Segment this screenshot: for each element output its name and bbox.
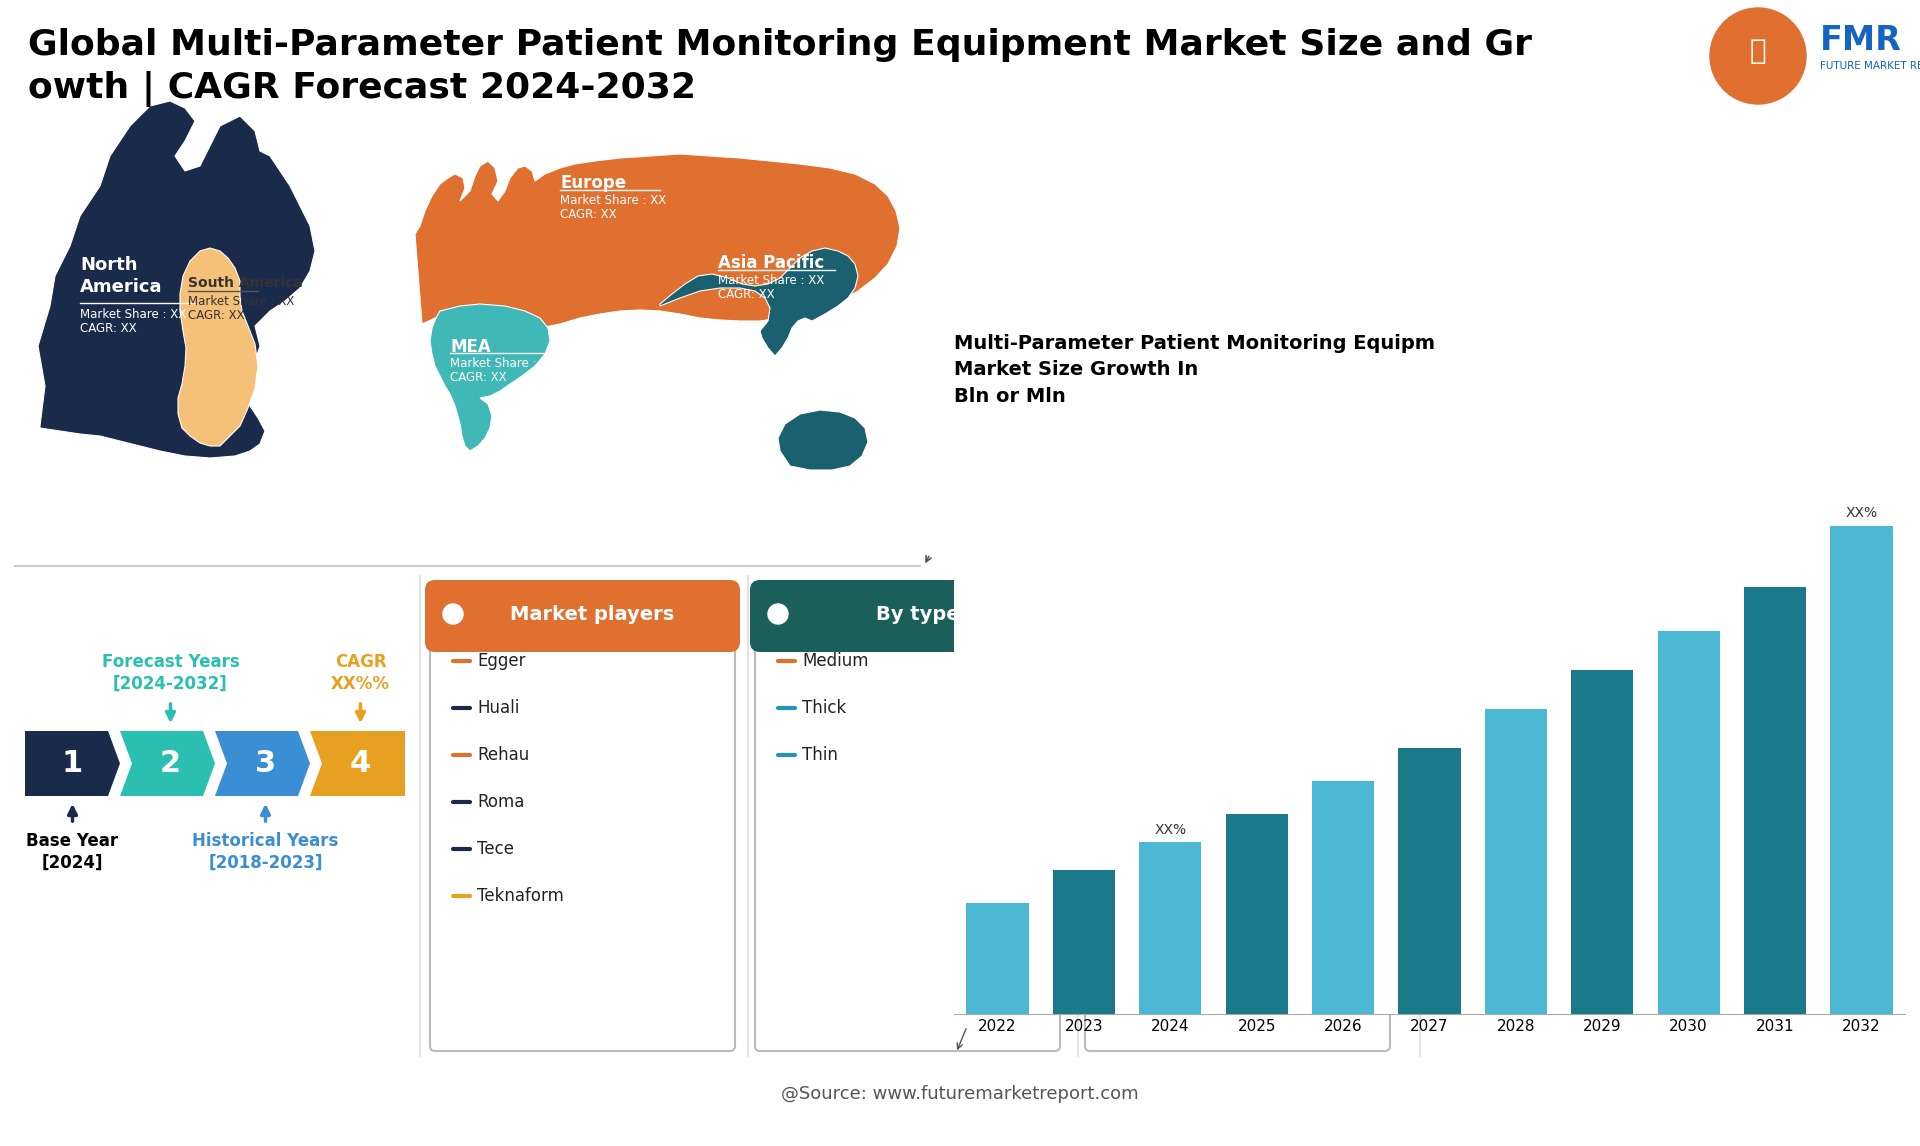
Text: Teknaform: Teknaform: [476, 887, 564, 905]
Text: 🔭: 🔭: [1749, 37, 1766, 65]
Text: FUTURE MARKET REPORT: FUTURE MARKET REPORT: [1820, 61, 1920, 71]
Text: Market players: Market players: [511, 604, 674, 623]
Text: Base Year
[2024]: Base Year [2024]: [27, 832, 119, 872]
FancyBboxPatch shape: [751, 580, 1066, 652]
FancyBboxPatch shape: [430, 631, 735, 1051]
Text: Europe: Europe: [561, 174, 626, 193]
Text: 1: 1: [61, 749, 83, 778]
Bar: [1052, 870, 1116, 1014]
Circle shape: [1098, 604, 1117, 625]
Text: @Source: www.futuremarketreport.com: @Source: www.futuremarketreport.com: [781, 1085, 1139, 1102]
Bar: [1484, 709, 1548, 1014]
Polygon shape: [415, 154, 900, 328]
Text: XX%: XX%: [1154, 823, 1187, 837]
Text: Roma: Roma: [476, 793, 524, 811]
Polygon shape: [309, 731, 405, 796]
Text: 4: 4: [349, 749, 371, 778]
Text: Thick: Thick: [803, 699, 847, 717]
Circle shape: [444, 604, 463, 625]
Polygon shape: [179, 248, 257, 446]
Text: Other: Other: [1133, 746, 1179, 764]
Text: CAGR
XX%%: CAGR XX%%: [330, 653, 390, 693]
Text: Historical Years
[2018-2023]: Historical Years [2018-2023]: [192, 832, 338, 872]
Text: Office: Office: [1133, 699, 1181, 717]
Text: CAGR: XX: CAGR: XX: [449, 371, 507, 384]
Text: Huali: Huali: [476, 699, 520, 717]
Text: Market Share : XX: Market Share : XX: [449, 358, 557, 370]
Text: 2: 2: [159, 749, 180, 778]
Bar: [1571, 670, 1634, 1014]
Text: By application: By application: [1169, 604, 1325, 623]
Circle shape: [768, 604, 787, 625]
Text: CAGR: XX: CAGR: XX: [81, 322, 136, 335]
Text: Market Share : XX: Market Share : XX: [81, 308, 186, 321]
Text: Rehau: Rehau: [476, 746, 530, 764]
Polygon shape: [25, 731, 119, 796]
Bar: [966, 903, 1029, 1014]
Bar: [1830, 526, 1893, 1014]
Text: North
America: North America: [81, 256, 163, 296]
Text: Asia Pacific: Asia Pacific: [718, 254, 824, 272]
Polygon shape: [215, 731, 309, 796]
Polygon shape: [778, 410, 868, 470]
Text: Thin: Thin: [803, 746, 837, 764]
Text: Home: Home: [1133, 652, 1181, 670]
Text: South America: South America: [188, 276, 303, 290]
FancyBboxPatch shape: [1079, 580, 1396, 652]
Text: CAGR: XX: CAGR: XX: [561, 209, 616, 221]
Bar: [1657, 631, 1720, 1014]
Circle shape: [1711, 8, 1807, 104]
Bar: [1225, 815, 1288, 1014]
Text: CAGR: XX: CAGR: XX: [718, 288, 774, 301]
Text: FMR: FMR: [1820, 24, 1903, 57]
Text: XX%: XX%: [1845, 507, 1878, 520]
Bar: [1311, 782, 1375, 1014]
Text: Market Share : XX: Market Share : XX: [718, 274, 824, 286]
Text: Multi-Parameter Patient Monitoring Equipm
Market Size Growth In
Bln or Mln: Multi-Parameter Patient Monitoring Equip…: [954, 333, 1436, 406]
Text: Global Multi-Parameter Patient Monitoring Equipment Market Size and Gr
owth | CA: Global Multi-Parameter Patient Monitorin…: [29, 28, 1532, 108]
Text: Egger: Egger: [476, 652, 526, 670]
Text: Tece: Tece: [476, 840, 515, 858]
Bar: [1139, 842, 1202, 1014]
Text: By type: By type: [876, 604, 960, 623]
Bar: [1743, 587, 1807, 1014]
FancyBboxPatch shape: [755, 631, 1060, 1051]
Text: 3: 3: [255, 749, 276, 778]
Text: Market Share : XX: Market Share : XX: [188, 295, 294, 308]
Text: Market Share : XX: Market Share : XX: [561, 194, 666, 207]
Polygon shape: [38, 101, 315, 458]
Text: Medium: Medium: [803, 652, 868, 670]
FancyBboxPatch shape: [1085, 631, 1390, 1051]
Text: Forecast Years
[2024-2032]: Forecast Years [2024-2032]: [102, 653, 240, 693]
Text: CAGR: XX: CAGR: XX: [188, 309, 244, 322]
Bar: [1398, 748, 1461, 1014]
Text: MEA: MEA: [449, 338, 492, 356]
Polygon shape: [430, 304, 549, 452]
Polygon shape: [119, 731, 215, 796]
FancyBboxPatch shape: [424, 580, 739, 652]
Polygon shape: [660, 248, 858, 356]
